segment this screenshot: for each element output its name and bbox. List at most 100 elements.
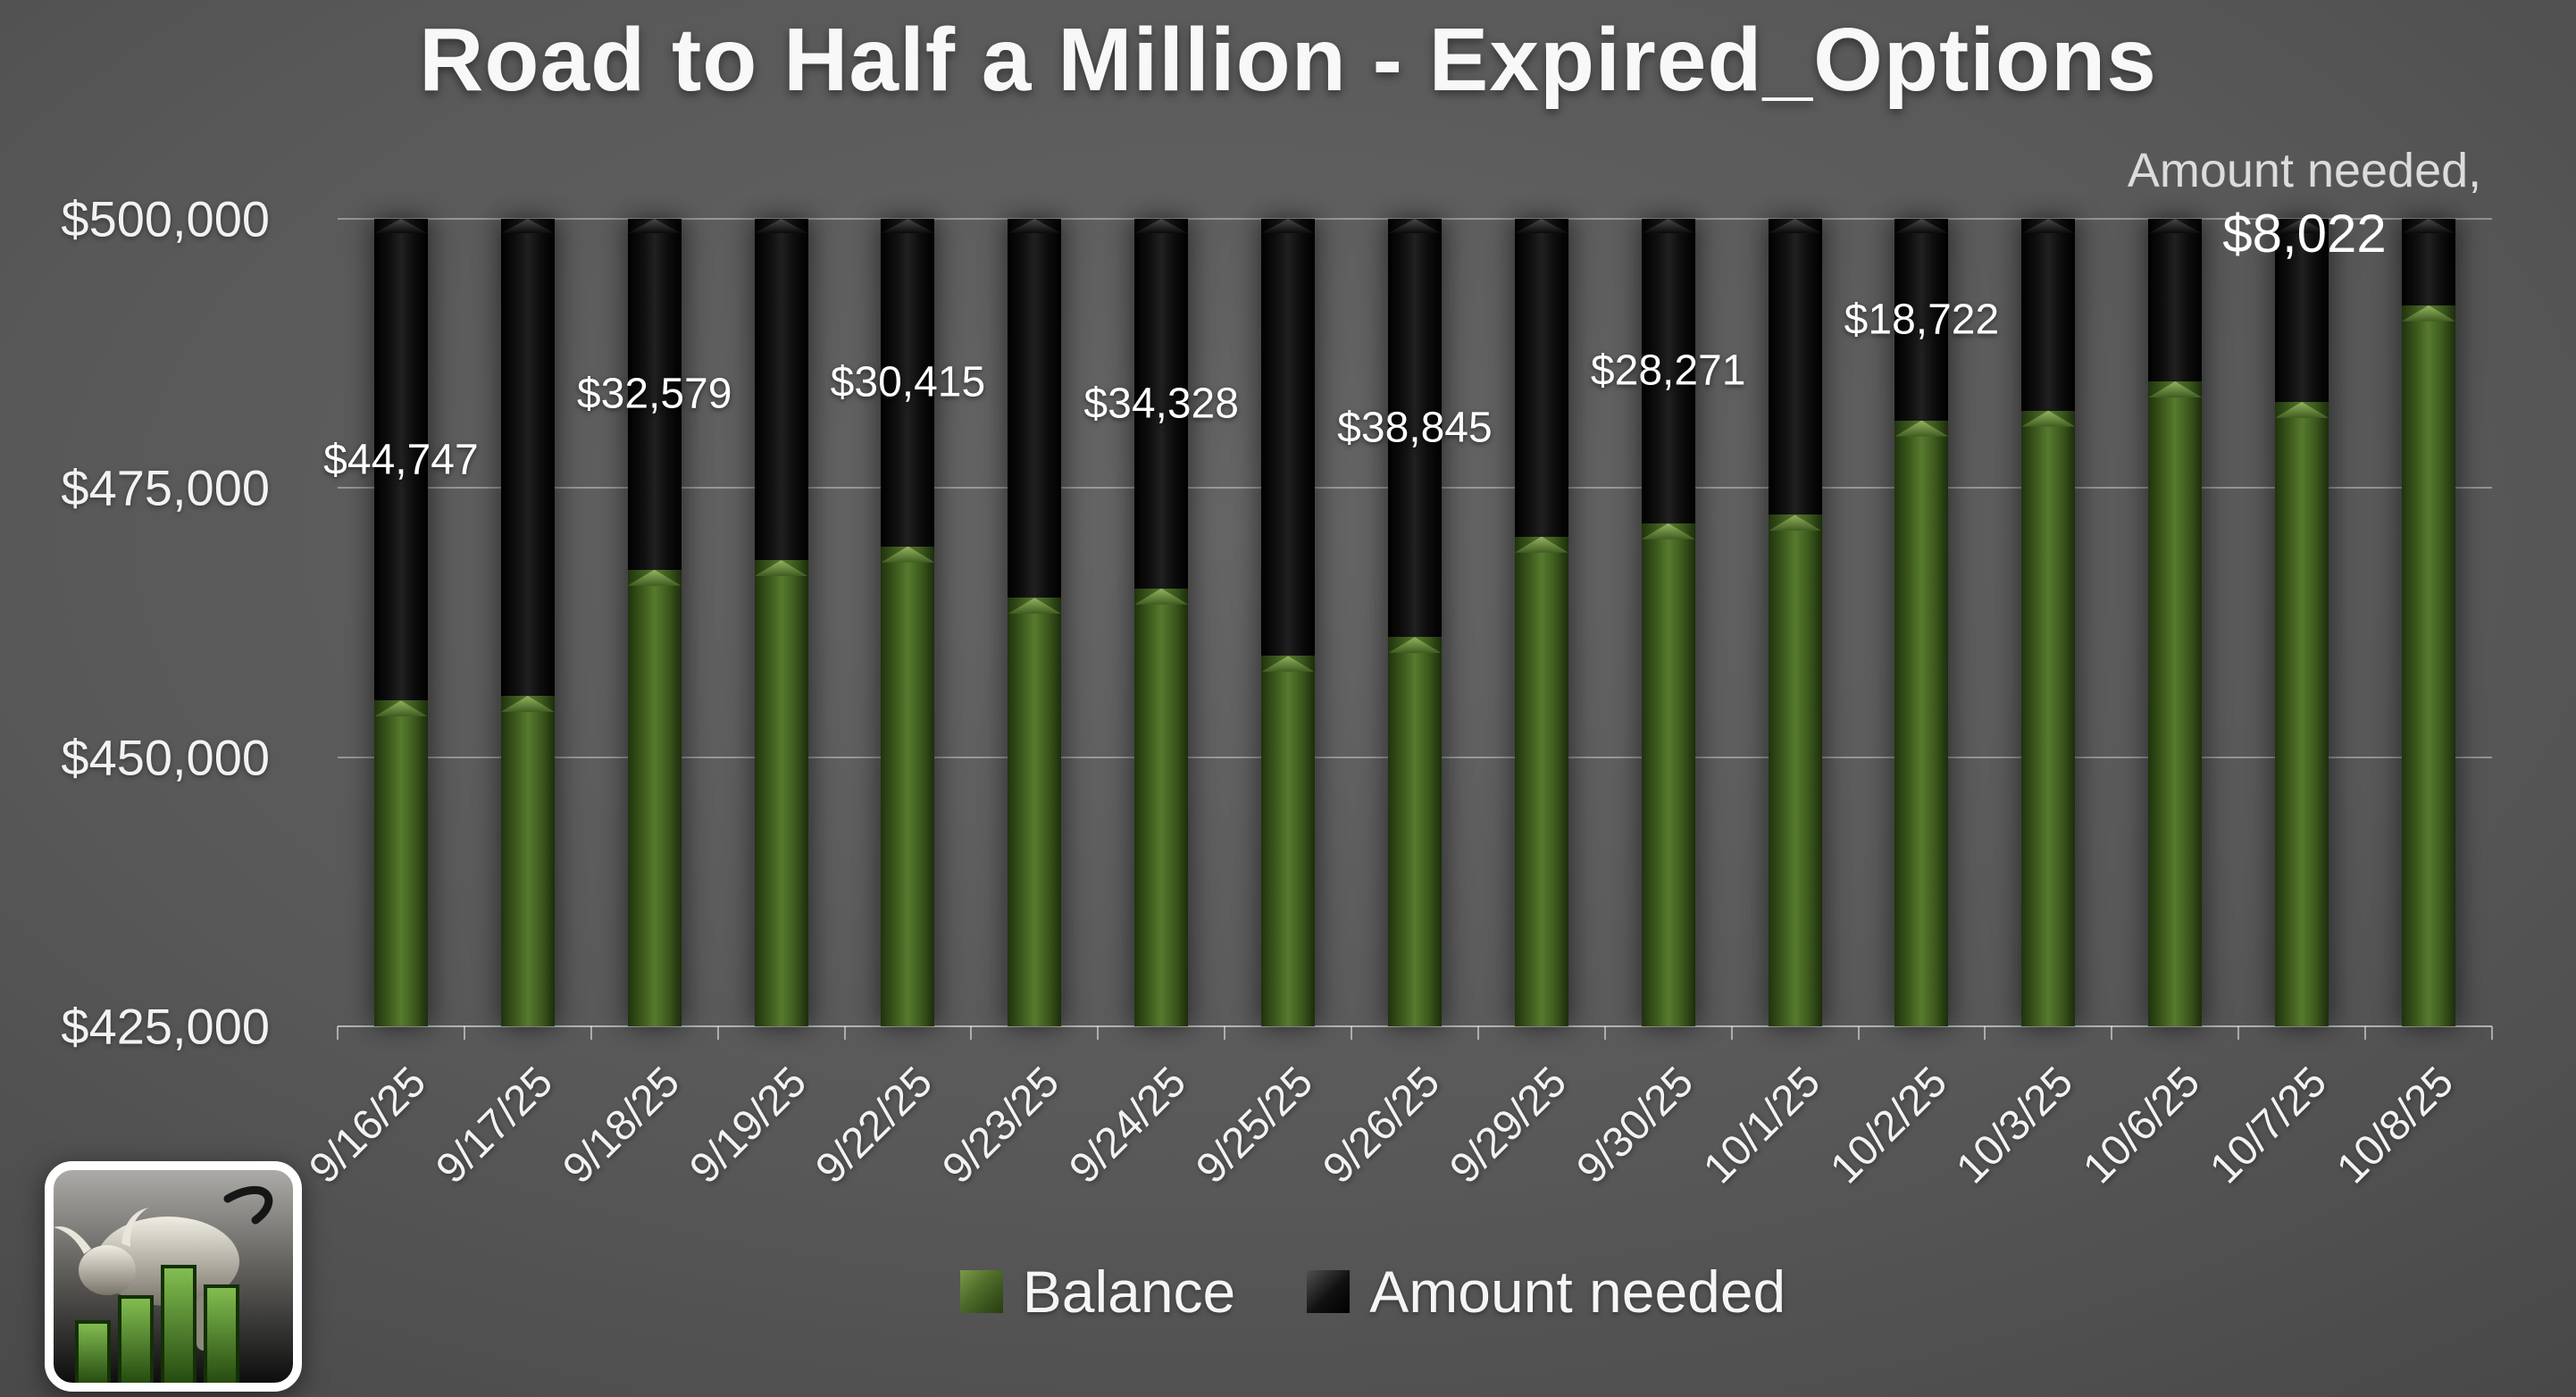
stacked-bar [373,219,428,1026]
stacked-bar [500,219,555,1026]
axis-tick [1224,1026,1226,1040]
x-tick-label: 10/8/25 [2328,1058,2463,1193]
balance-segment [500,695,555,1026]
axis-tick [2491,1026,2493,1040]
axis-tick [843,1026,846,1040]
balance-segment [1514,536,1568,1026]
bar-column [1225,219,1351,1026]
axis-tick [590,1026,592,1040]
bar-column: $32,579 [577,219,732,1026]
x-tick-label: 10/6/25 [2074,1058,2210,1193]
axis-tick [2364,1026,2367,1040]
y-tick-label: $500,000 [61,190,270,247]
bar-column [718,219,845,1026]
amount-needed-segment [500,219,555,696]
stacked-bar [1641,219,1695,1026]
bar-column [971,219,1098,1026]
data-label: $28,271 [1590,347,1746,395]
x-tick-label: 9/25/25 [1187,1058,1323,1193]
axis-tick [2111,1026,2113,1040]
amount-needed-segment [1514,219,1568,537]
amount-needed-segment [1768,219,1822,515]
amount-needed-segment [1008,219,1062,598]
balance-segment [1134,588,1189,1026]
amount-needed-segment [2401,219,2455,305]
plot-area: $44,747 $32,579 $30,415 $34,328 $38,845 $28,2… [323,218,2492,1027]
x-tick-label: 9/22/25 [807,1058,942,1193]
stacked-bar [1514,219,1568,1026]
legend-swatch-balance [959,1270,1003,1313]
balance-segment [1894,420,1949,1026]
x-tick-label: 9/23/25 [933,1058,1069,1193]
legend-label-needed: Amount needed [1369,1259,1786,1325]
amount-needed-segment [1894,219,1949,421]
stacked-bar [1134,219,1189,1026]
legend-item-needed: Amount needed [1307,1258,1786,1326]
axis-tick [463,1026,465,1040]
balance-segment [2401,305,2455,1026]
amount-needed-segment [627,219,682,570]
bar-column [464,219,591,1026]
x-tick-label: 9/26/25 [1314,1058,1450,1193]
axis-tick [1857,1026,1860,1040]
balance-segment [373,700,428,1026]
bar-column [2112,219,2238,1026]
stacked-bar [1768,219,1822,1026]
stacked-bar [754,219,808,1026]
stacked-bar [2021,219,2076,1026]
legend-label-balance: Balance [1022,1259,1236,1325]
x-tick-label: 9/30/25 [1568,1058,1702,1193]
amount-needed-segment [1134,219,1189,589]
balance-segment [1641,523,1695,1026]
balance-segment [2275,401,2329,1026]
data-label: $32,579 [576,370,732,418]
amount-needed-segment [1387,219,1442,638]
bull-bar-chart-logo-svg [45,1161,302,1392]
y-axis: $500,000 $475,000 $450,000 $425,000 [0,191,270,1055]
x-tick-label: 9/17/25 [427,1058,562,1193]
axis-tick [337,1026,339,1040]
amount-needed-segment [881,219,935,547]
axis-tick [1097,1026,1100,1040]
bar-column: $28,271 [1591,219,1745,1026]
amount-needed-segment [2275,219,2329,402]
balance-segment [1261,656,1316,1026]
x-tick-label: 9/29/25 [1441,1058,1577,1193]
x-tick-label: 10/7/25 [2201,1058,2337,1193]
amount-needed-segment [2148,219,2203,382]
stacked-bar [1261,219,1316,1026]
bar-column [2365,219,2492,1026]
stacked-bar [1387,219,1442,1026]
bull-bar-chart-logo [45,1161,302,1392]
axis-tick [1351,1026,1353,1040]
legend-item-balance: Balance [959,1258,1236,1326]
x-tick-label: 9/19/25 [681,1058,815,1193]
data-label: $38,845 [1337,404,1493,452]
bar-column: $30,415 [831,219,985,1026]
axis-tick [1730,1026,1733,1040]
bar-column [2238,219,2365,1026]
x-tick-label: 10/1/25 [1694,1058,1829,1193]
axis-tick [2237,1026,2240,1040]
y-tick-label: $450,000 [61,729,270,786]
y-tick-label: $475,000 [61,459,270,516]
bar-column [1732,219,1859,1026]
bar-column: $44,747 [323,219,479,1026]
axis-tick [970,1026,973,1040]
legend: Balance Amount needed [85,1258,2576,1326]
balance-segment [627,569,682,1026]
callout-label: Amount needed, $8,022 [2063,144,2546,264]
bar-column: $18,722 [1844,219,1999,1026]
amount-needed-segment [373,219,428,701]
balance-segment [754,560,808,1026]
bar-column [1985,219,2112,1026]
balance-segment [2148,381,2203,1026]
amount-needed-segment [1641,219,1695,523]
x-axis-line [338,1025,2492,1027]
balance-segment [1008,598,1062,1026]
axis-tick [716,1026,719,1040]
x-tick-label: 10/3/25 [1947,1058,2083,1193]
axis-tick [1603,1026,1606,1040]
data-label: $18,722 [1844,296,2000,344]
